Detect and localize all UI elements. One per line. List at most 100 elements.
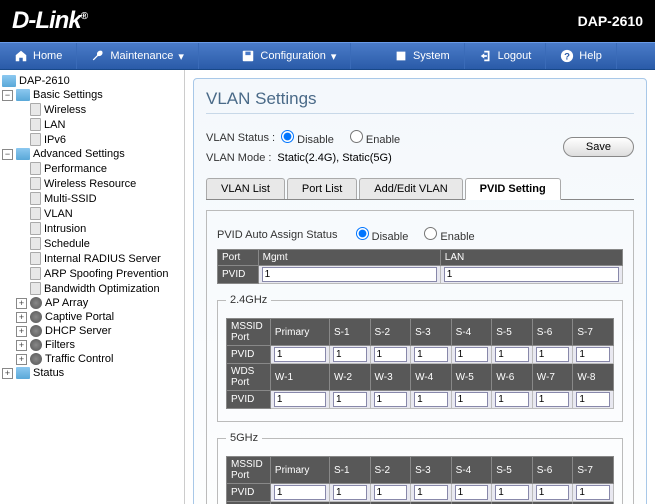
col-port: Port — [218, 250, 259, 266]
nav-system[interactable]: System — [380, 43, 465, 69]
g24-s-input[interactable] — [455, 347, 489, 362]
g5-s-input[interactable] — [274, 485, 326, 500]
file-icon — [30, 207, 41, 220]
fieldset-5ghz: 5GHz MSSID PortPrimary S-1S-2S-3S-4S-5S-… — [217, 432, 623, 504]
nav-maintenance[interactable]: Maintenance ▾ — [77, 43, 199, 69]
file-icon — [30, 237, 41, 250]
g5-s-input[interactable] — [333, 485, 367, 500]
expand-icon[interactable]: + — [2, 368, 13, 379]
expand-icon[interactable]: + — [16, 312, 27, 323]
g5-s-input[interactable] — [374, 485, 408, 500]
tree-traffic[interactable]: +Traffic Control — [2, 352, 182, 366]
g24-s-input[interactable] — [414, 347, 448, 362]
g24-w-input[interactable] — [274, 392, 326, 407]
g24-w-input[interactable] — [536, 392, 570, 407]
file-icon — [30, 192, 41, 205]
tree-basic-settings[interactable]: −Basic Settings — [2, 88, 182, 102]
g24-w-input[interactable] — [576, 392, 610, 407]
tree-advanced-settings[interactable]: −Advanced Settings — [2, 147, 182, 161]
nav-help[interactable]: ?Help — [546, 43, 617, 69]
g24-w-input[interactable] — [455, 392, 489, 407]
gear-icon — [30, 353, 42, 365]
legend-24ghz: 2.4GHz — [226, 294, 271, 306]
g5-s-input[interactable] — [455, 485, 489, 500]
device-icon — [2, 75, 16, 87]
file-icon — [30, 118, 41, 131]
collapse-icon[interactable]: − — [2, 149, 13, 160]
tree-lan[interactable]: LAN — [2, 117, 182, 132]
tree-status[interactable]: +Status — [2, 366, 182, 380]
expand-icon[interactable]: + — [16, 298, 27, 309]
collapse-icon[interactable]: − — [2, 90, 13, 101]
tree-captive-portal[interactable]: +Captive Portal — [2, 310, 182, 324]
tree-ap-array[interactable]: +AP Array — [2, 296, 182, 310]
tree-radius[interactable]: Internal RADIUS Server — [2, 251, 182, 266]
g5-s-input[interactable] — [414, 485, 448, 500]
g24-s-input[interactable] — [274, 347, 326, 362]
col-mgmt: Mgmt — [258, 250, 440, 266]
gear-icon — [30, 297, 42, 309]
nav-logout[interactable]: Logout — [465, 43, 547, 69]
expand-icon[interactable]: + — [16, 354, 27, 365]
g24-s-input[interactable] — [536, 347, 570, 362]
nav-home[interactable]: Home — [0, 43, 77, 69]
g24-s-input[interactable] — [333, 347, 367, 362]
pvid-auto-disable[interactable]: Disable — [356, 227, 409, 243]
save-button-top[interactable]: Save — [563, 137, 634, 157]
table-5ghz: MSSID PortPrimary S-1S-2S-3S-4S-5S-6S-7 … — [226, 456, 614, 504]
help-icon: ? — [560, 49, 574, 63]
tab-pvid-setting[interactable]: PVID Setting — [465, 178, 561, 200]
tree-wireless[interactable]: Wireless — [2, 102, 182, 117]
g24-w-input[interactable] — [374, 392, 408, 407]
file-icon — [30, 103, 41, 116]
tree-intrusion[interactable]: Intrusion — [2, 221, 182, 236]
vlan-panel: VLAN Settings VLAN Status : Disable Enab… — [193, 78, 647, 504]
g5-s-input[interactable] — [536, 485, 570, 500]
g24-s-input[interactable] — [576, 347, 610, 362]
tab-port-list[interactable]: Port List — [287, 178, 357, 199]
page-title: VLAN Settings — [206, 89, 634, 114]
tree-arp[interactable]: ARP Spoofing Prevention — [2, 266, 182, 281]
tree-schedule[interactable]: Schedule — [2, 236, 182, 251]
vlan-status-label: VLAN Status : — [206, 132, 275, 144]
g5-s-input[interactable] — [495, 485, 529, 500]
tree-vlan[interactable]: VLAN — [2, 206, 182, 221]
pvid-auto-enable[interactable]: Enable — [424, 227, 474, 243]
file-icon — [30, 177, 41, 190]
tree-multi-ssid[interactable]: Multi-SSID — [2, 191, 182, 206]
tree-dhcp[interactable]: +DHCP Server — [2, 324, 182, 338]
pvid-container: PVID Auto Assign Status Disable Enable P… — [206, 210, 634, 504]
tree-bandwidth[interactable]: Bandwidth Optimization — [2, 281, 182, 296]
sidebar: DAP-2610 −Basic Settings Wireless LAN IP… — [0, 70, 185, 504]
file-icon — [30, 252, 41, 265]
top-nav: Home Maintenance ▾ Configuration ▾ Syste… — [0, 42, 655, 70]
g5-s-input[interactable] — [576, 485, 610, 500]
g24-w-input[interactable] — [333, 392, 367, 407]
logout-icon — [479, 49, 493, 63]
expand-icon[interactable]: + — [16, 340, 27, 351]
tree-root[interactable]: DAP-2610 — [2, 74, 182, 88]
nav-configuration[interactable]: Configuration ▾ — [227, 43, 351, 69]
tree-ipv6[interactable]: IPv6 — [2, 132, 182, 147]
header: D-Link® DAP-2610 — [0, 0, 655, 42]
vlan-status-disable[interactable]: Disable — [281, 130, 334, 146]
port-pvid-table: PortMgmtLAN PVID — [217, 249, 623, 284]
tree-performance[interactable]: Performance — [2, 161, 182, 176]
expand-icon[interactable]: + — [16, 326, 27, 337]
file-icon — [30, 162, 41, 175]
wrench-icon — [91, 49, 105, 63]
pvid-mgmt-input[interactable] — [262, 267, 437, 282]
vlan-status-enable[interactable]: Enable — [350, 130, 400, 146]
g24-w-input[interactable] — [414, 392, 448, 407]
home-icon — [14, 49, 28, 63]
pvid-lan-input[interactable] — [444, 267, 619, 282]
tab-vlan-list[interactable]: VLAN List — [206, 178, 285, 199]
g24-w-input[interactable] — [495, 392, 529, 407]
tab-add-edit[interactable]: Add/Edit VLAN — [359, 178, 462, 199]
chevron-down-icon: ▾ — [178, 50, 184, 63]
fieldset-24ghz: 2.4GHz MSSID PortPrimary S-1S-2S-3S-4S-5… — [217, 294, 623, 422]
g24-s-input[interactable] — [495, 347, 529, 362]
tree-wireless-resource[interactable]: Wireless Resource — [2, 176, 182, 191]
g24-s-input[interactable] — [374, 347, 408, 362]
tree-filters[interactable]: +Filters — [2, 338, 182, 352]
